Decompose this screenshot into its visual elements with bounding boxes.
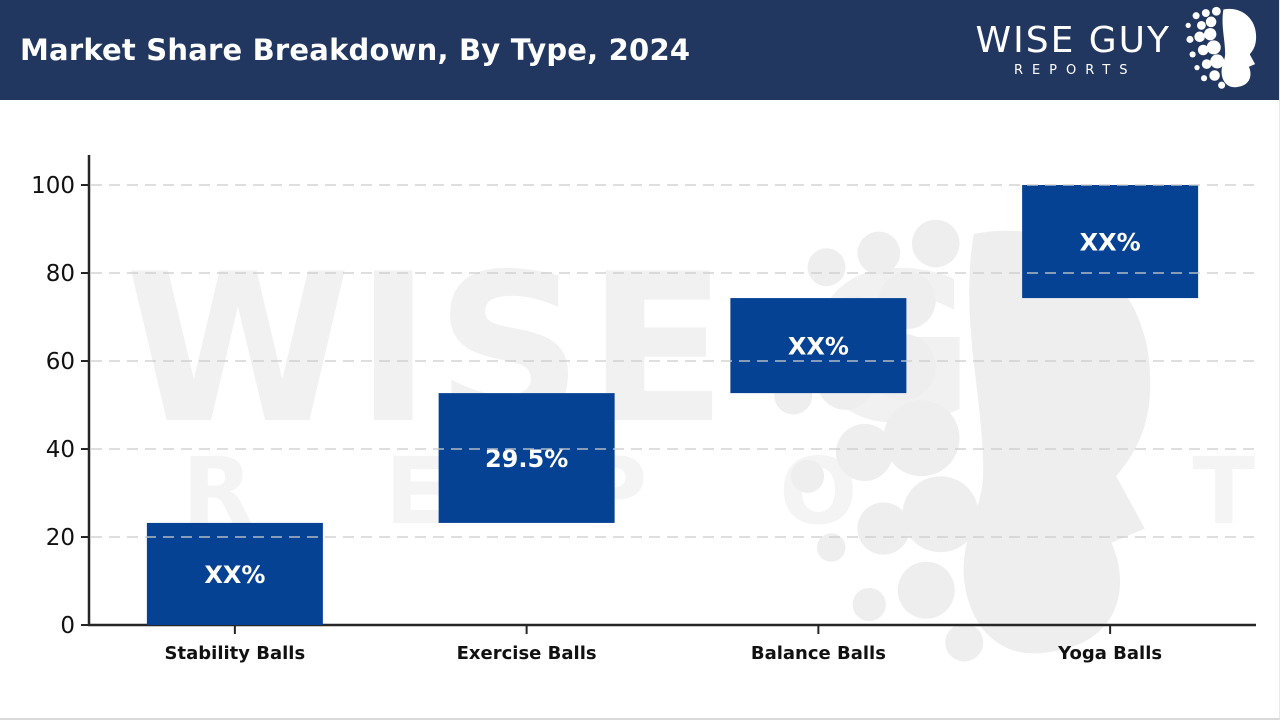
x-tick-label: Stability Balls <box>165 643 306 664</box>
x-tick-label: Exercise Balls <box>457 643 597 664</box>
y-tick-label: 80 <box>46 261 75 287</box>
bar-value-label: XX% <box>1080 229 1141 257</box>
chart-area: WISE GU R E P O R T S 020406080100XX%Sta… <box>0 100 1279 718</box>
logo-wordmark: WISE GUY REPORTS <box>975 19 1172 78</box>
y-tick-label: 20 <box>46 525 75 551</box>
y-tick-label: 0 <box>60 613 75 639</box>
logo-wordmark-sub: REPORTS <box>1013 62 1137 78</box>
bar-stability-balls <box>146 522 323 625</box>
y-tick-label: 60 <box>46 349 75 375</box>
chart-title: Market Share Breakdown, By Type, 2024 <box>20 33 691 67</box>
logo-head-icon <box>1185 6 1257 89</box>
x-tick-label: Balance Balls <box>751 643 886 664</box>
y-tick-label: 100 <box>31 173 75 199</box>
logo-wordmark-main: WISE GUY <box>975 19 1171 61</box>
x-tick-label: Yoga Balls <box>1057 643 1162 664</box>
bar-exercise-balls <box>438 393 615 523</box>
bar-value-label: XX% <box>204 561 265 589</box>
bar-yoga-balls <box>1022 185 1199 299</box>
header-bar: Market Share Breakdown, By Type, 2024 WI… <box>0 0 1279 100</box>
bar-balance-balls <box>730 298 907 394</box>
y-tick-label: 40 <box>46 437 75 463</box>
brand-logo: WISE GUY REPORTS <box>976 6 1262 94</box>
bar-value-label: XX% <box>788 333 849 361</box>
